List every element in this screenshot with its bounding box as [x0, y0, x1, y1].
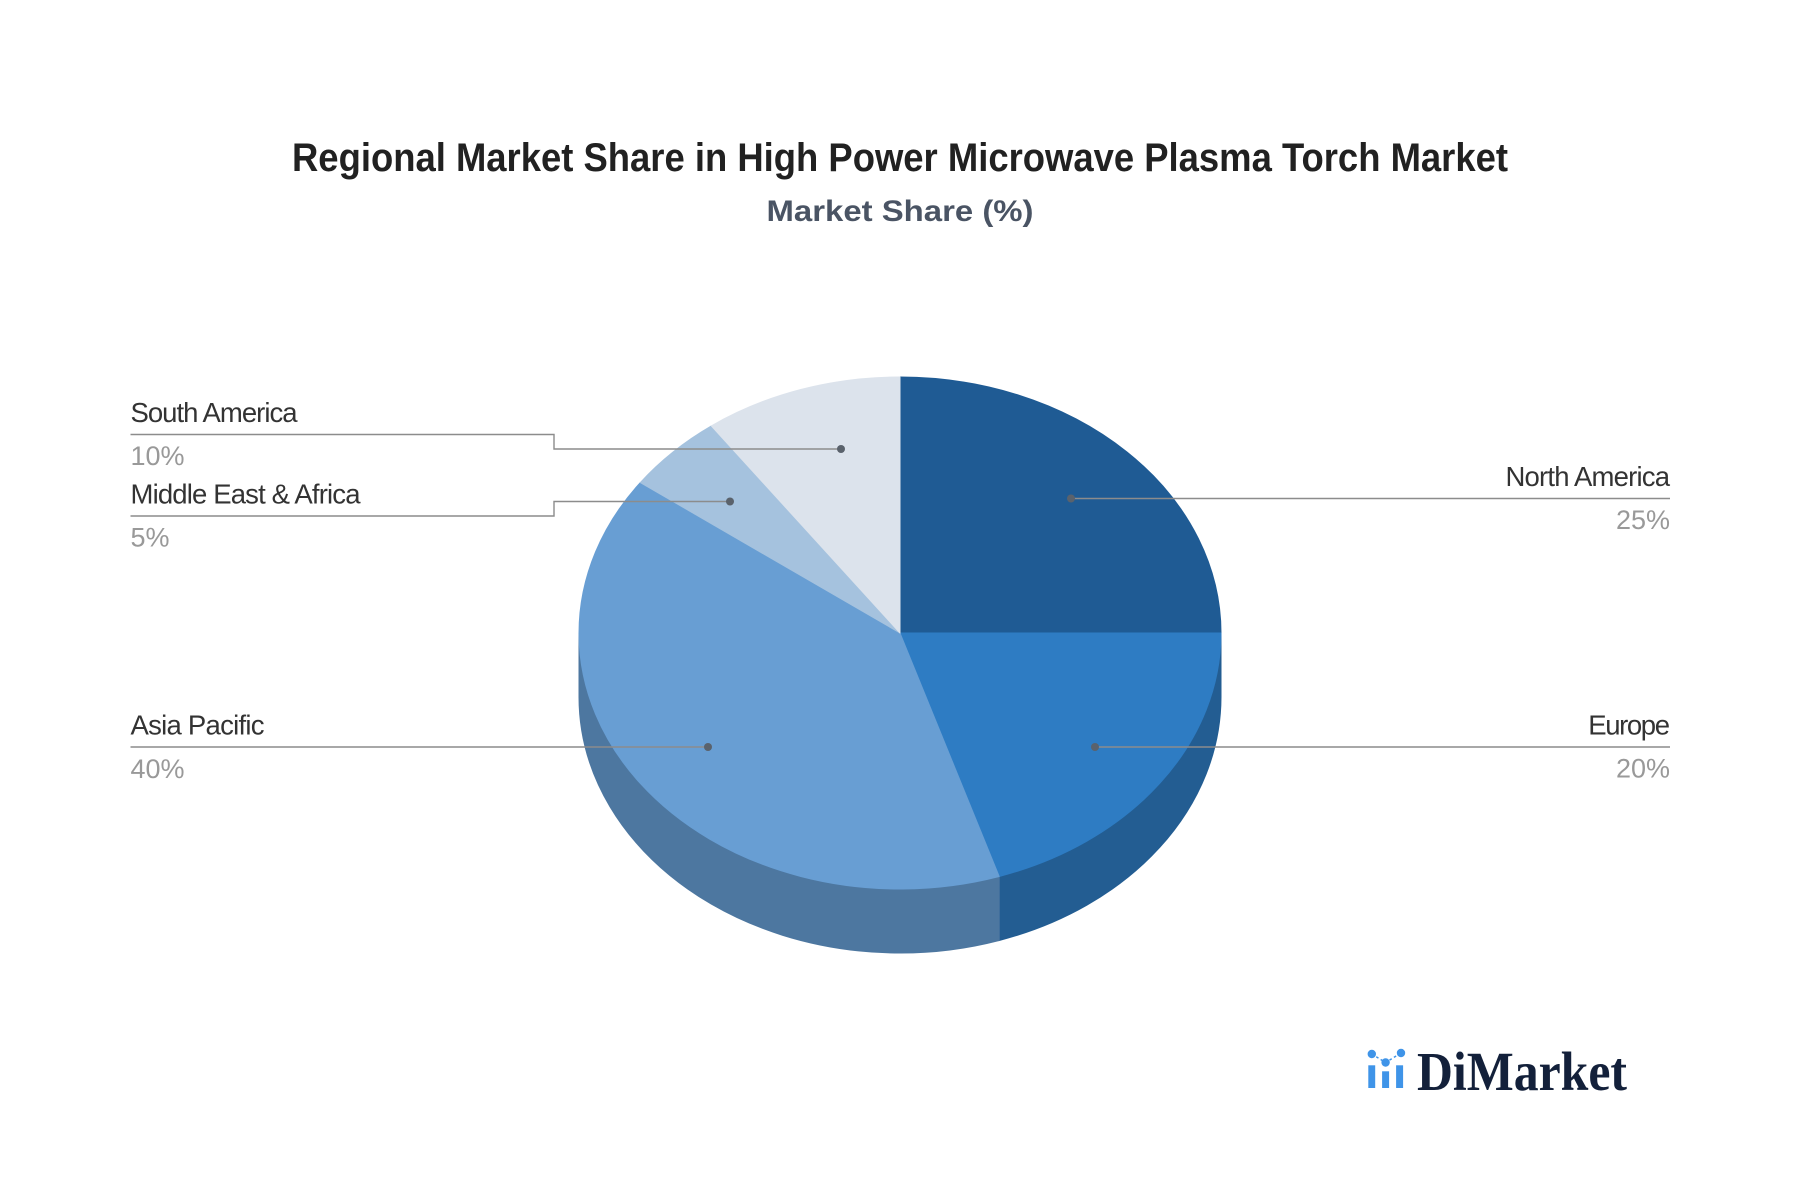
- svg-text:North America: North America: [1506, 461, 1671, 492]
- svg-text:Regional Market Share in High: Regional Market Share in High Power Micr…: [292, 136, 1508, 180]
- svg-text:DiMarket: DiMarket: [1417, 1041, 1628, 1102]
- svg-text:South America: South America: [131, 397, 299, 428]
- svg-text:Asia Pacific: Asia Pacific: [131, 710, 265, 741]
- svg-text:20%: 20%: [1616, 754, 1670, 784]
- svg-text:Europe: Europe: [1588, 710, 1670, 741]
- svg-text:10%: 10%: [131, 441, 185, 471]
- svg-text:40%: 40%: [131, 754, 185, 784]
- svg-text:Market Share (%): Market Share (%): [767, 195, 1034, 228]
- svg-text:Middle East & Africa: Middle East & Africa: [131, 479, 362, 510]
- svg-text:25%: 25%: [1616, 505, 1670, 535]
- svg-text:5%: 5%: [131, 523, 170, 553]
